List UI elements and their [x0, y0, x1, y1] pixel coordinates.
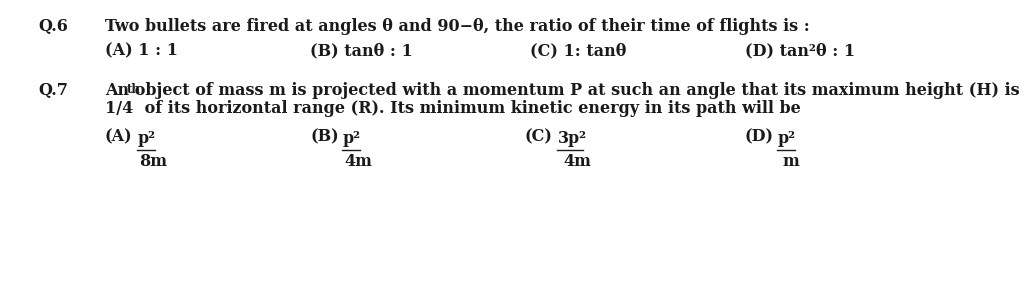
Text: p²: p² [138, 130, 156, 147]
Text: 1/4: 1/4 [105, 100, 133, 117]
Text: m: m [783, 153, 800, 170]
Text: 8m: 8m [139, 153, 167, 170]
Text: p²: p² [778, 130, 796, 147]
Text: th: th [127, 83, 141, 96]
Text: (C): (C) [525, 128, 553, 145]
Text: Two bullets are fired at angles θ and 90−θ, the ratio of their time of flights i: Two bullets are fired at angles θ and 90… [105, 18, 810, 35]
Text: Q.7: Q.7 [38, 82, 68, 99]
Text: p²: p² [343, 130, 361, 147]
Text: (B) tanθ : 1: (B) tanθ : 1 [310, 42, 413, 59]
Text: 3p²: 3p² [558, 130, 587, 147]
Text: 4m: 4m [344, 153, 372, 170]
Text: (D): (D) [745, 128, 774, 145]
Text: Q.6: Q.6 [38, 18, 68, 35]
Text: (C) 1: tanθ: (C) 1: tanθ [530, 42, 627, 59]
Text: (A) 1 : 1: (A) 1 : 1 [105, 42, 178, 59]
Text: 4m: 4m [563, 153, 591, 170]
Text: (B): (B) [310, 128, 339, 145]
Text: (A): (A) [105, 128, 133, 145]
Text: An object of mass m is projected with a momentum P at such an angle that its max: An object of mass m is projected with a … [105, 82, 1020, 99]
Text: (D) tan²θ : 1: (D) tan²θ : 1 [745, 42, 855, 59]
Text: of its horizontal range (R). Its minimum kinetic energy in its path will be: of its horizontal range (R). Its minimum… [139, 100, 801, 117]
